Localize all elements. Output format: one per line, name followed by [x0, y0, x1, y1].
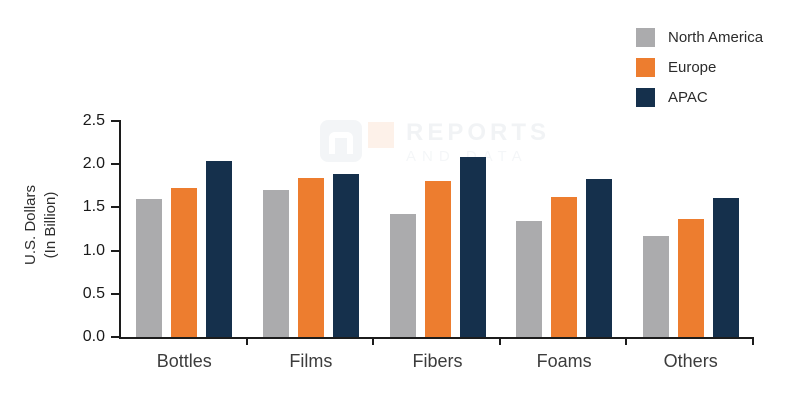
- bar-fibers-europe: [424, 181, 451, 337]
- x-tick-label-foams: Foams: [536, 351, 592, 371]
- legend-swatch-apac: [636, 87, 655, 107]
- y-tick-label: 1.5: [82, 198, 105, 216]
- y-tick-mark: [111, 336, 121, 338]
- legend-swatch-north-america: [636, 27, 655, 47]
- bar-foams-north-america: [516, 221, 543, 337]
- legend-swatch-europe: [636, 57, 655, 77]
- y-tick-label: 0.0: [82, 328, 105, 345]
- legend-item-europe: Europe: [636, 57, 763, 77]
- x-tick-mark: [498, 337, 501, 345]
- x-tick-label-bottles: Bottles: [156, 351, 212, 371]
- x-tick-label-fibers: Fibers: [412, 351, 463, 371]
- bar-others-apac: [712, 197, 739, 337]
- bar-films-north-america: [262, 190, 289, 337]
- x-tick-mark: [245, 337, 248, 345]
- x-tick-mark: [372, 337, 375, 345]
- legend-label-europe: Europe: [668, 58, 717, 76]
- x-tick-mark: [752, 337, 754, 345]
- bar-others-europe: [677, 218, 704, 337]
- bar-films-apac: [332, 173, 359, 337]
- y-tick-label: 2.5: [82, 112, 105, 129]
- bar-bottles-europe: [171, 188, 198, 337]
- bar-foams-europe: [551, 197, 578, 337]
- y-tick-mark: [111, 120, 121, 122]
- bar-others-north-america: [642, 235, 669, 337]
- legend-label-north-america: North America: [668, 28, 764, 46]
- bar-foams-apac: [586, 178, 613, 337]
- y-tick-label: 2.0: [82, 155, 105, 173]
- y-tick-mark: [111, 206, 121, 209]
- x-tick-label-films: Films: [289, 351, 333, 371]
- y-axis-title-line1: U.S. Dollars: [22, 184, 39, 266]
- x-tick-mark: [625, 337, 628, 345]
- bar-bottles-apac: [206, 160, 233, 337]
- plot-area: 0.0 0.5 1.0 1.5 2.0 2.5 Bottles Films Fibers Foam…: [83, 113, 754, 371]
- bar-fibers-north-america: [389, 214, 416, 337]
- y-tick-mark: [111, 249, 121, 252]
- bar-fibers-apac: [459, 157, 486, 337]
- legend: North America Europe APAC: [636, 27, 763, 117]
- legend-item-north-america: North America: [636, 27, 763, 47]
- y-tick-mark: [111, 163, 121, 166]
- x-tick-label-others: Others: [663, 351, 718, 371]
- legend-item-apac: APAC: [636, 87, 763, 107]
- y-tick-label: 1.0: [82, 241, 105, 259]
- y-tick-mark: [111, 292, 121, 295]
- y-tick-label: 0.5: [82, 284, 105, 302]
- legend-label-apac: APAC: [668, 88, 708, 106]
- bar-bottles-north-america: [136, 198, 163, 337]
- bar-films-europe: [297, 178, 324, 337]
